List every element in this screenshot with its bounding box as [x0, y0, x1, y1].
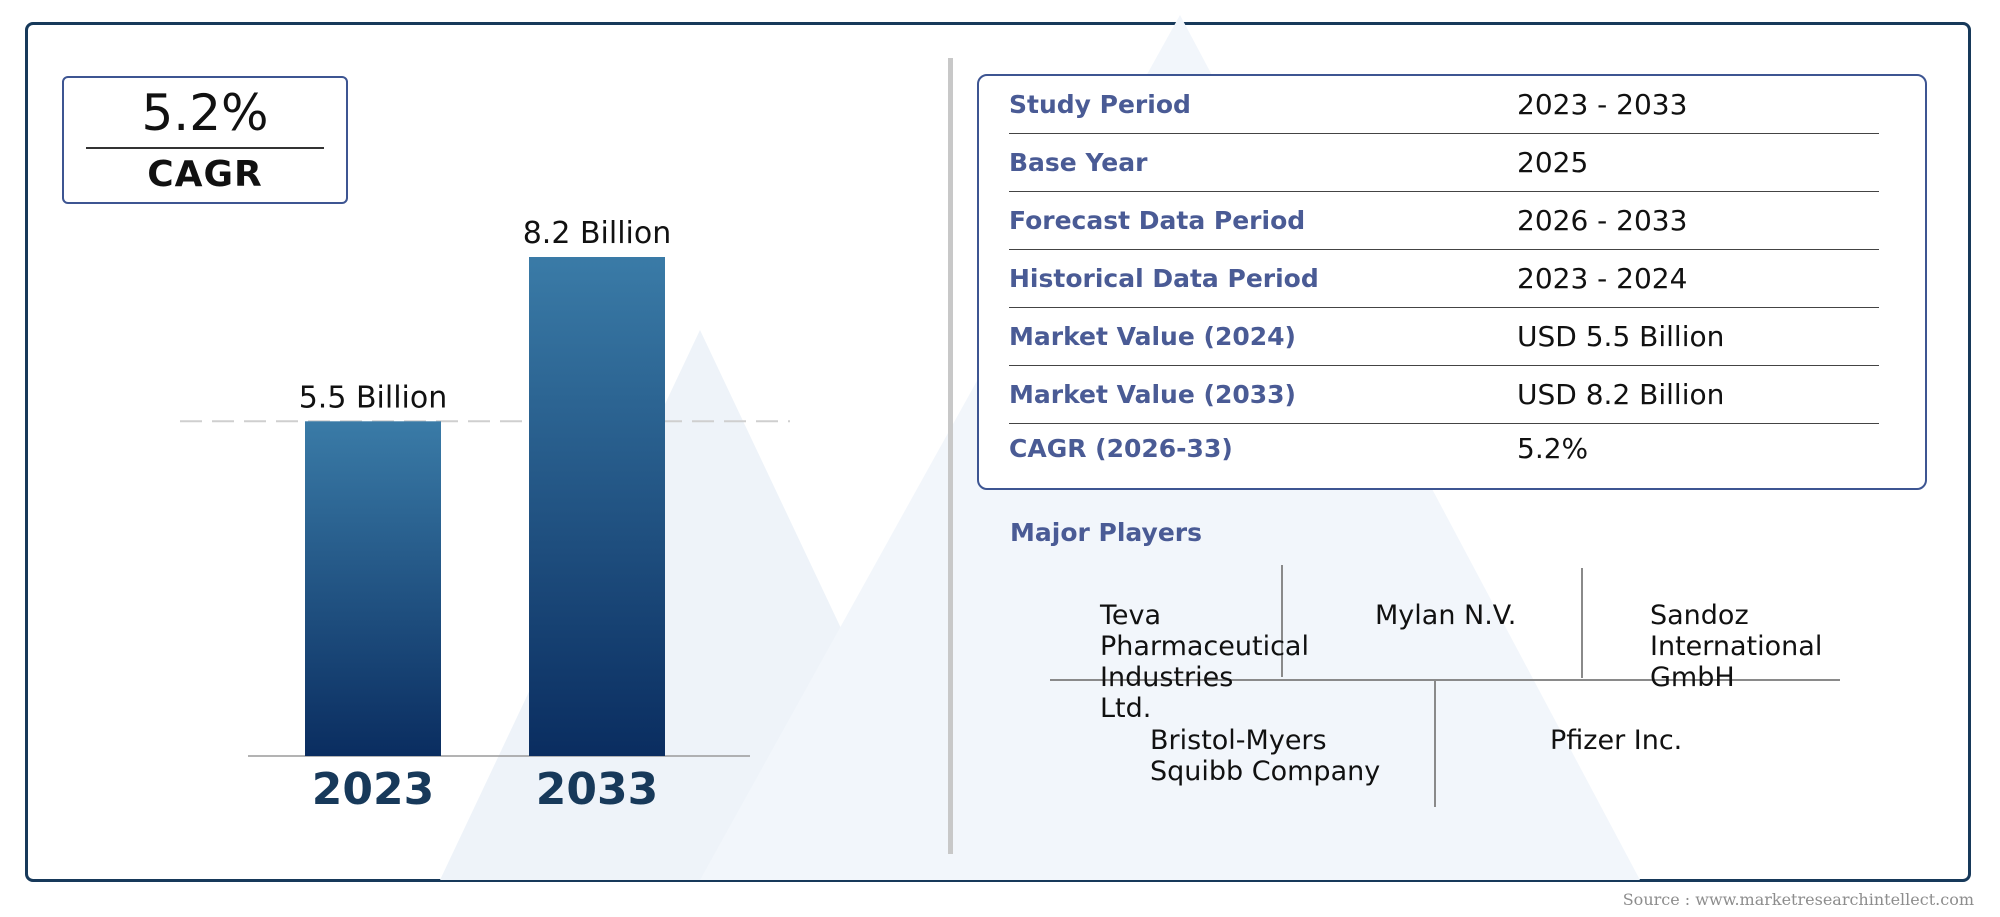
bar-value-label: 8.2 Billion: [523, 216, 672, 251]
player-divider: [1434, 681, 1436, 807]
row-value: USD 5.5 Billion: [1517, 320, 1725, 353]
market-summary-table: Study Period 2023 - 2033 Base Year 2025 …: [977, 74, 1927, 490]
table-row: Historical Data Period 2023 - 2024: [1009, 250, 1879, 308]
row-value: 2023 - 2024: [1517, 262, 1688, 295]
source-credit: Source : www.marketresearchintellect.com: [1622, 890, 1974, 909]
row-divider: [1009, 364, 1879, 366]
table-row: Base Year 2025: [1009, 134, 1879, 192]
player-name: Bristol-Myers Squibb Company: [1150, 725, 1381, 787]
category-label: 2023: [312, 764, 434, 815]
row-divider: [1009, 422, 1879, 424]
player-divider: [1281, 565, 1283, 677]
player-name: Teva Pharmaceutical Industries Ltd.: [1100, 600, 1309, 724]
bar-chart: 5.5 Billion 2023 8.2 Billion 2033: [180, 216, 790, 815]
row-label: CAGR (2026-33): [1009, 434, 1233, 463]
row-value: 5.2%: [1517, 432, 1589, 465]
cagr-card: 5.2% CAGR: [62, 76, 348, 204]
bar-value-label: 5.5 Billion: [299, 380, 448, 415]
table-row: Study Period 2023 - 2033: [1009, 76, 1879, 134]
cagr-value: 5.2%: [141, 84, 269, 142]
table-row: Forecast Data Period 2026 - 2033: [1009, 192, 1879, 250]
row-value: 2025: [1517, 146, 1589, 179]
row-label: Study Period: [1009, 90, 1191, 119]
player-name: Sandoz International GmbH: [1650, 600, 1823, 693]
bar-2033: [529, 257, 665, 756]
row-divider: [1009, 190, 1879, 192]
row-label: Market Value (2033): [1009, 380, 1296, 409]
row-divider: [1009, 248, 1879, 250]
row-divider: [1009, 306, 1879, 308]
row-label: Market Value (2024): [1009, 322, 1296, 351]
cagr-label: CAGR: [147, 154, 263, 195]
cagr-divider: [86, 147, 324, 149]
row-label: Forecast Data Period: [1009, 206, 1306, 235]
table-row: CAGR (2026-33) 5.2%: [1009, 420, 1879, 478]
section-divider: [948, 58, 953, 854]
category-label: 2033: [536, 764, 658, 815]
row-value: 2026 - 2033: [1517, 204, 1688, 237]
player-divider: [1050, 679, 1840, 681]
row-divider: [1009, 132, 1879, 134]
bar-2023: [305, 421, 441, 756]
table-row: Market Value (2033) USD 8.2 Billion: [1009, 366, 1879, 424]
row-label: Base Year: [1009, 148, 1148, 177]
player-name: Mylan N.V.: [1375, 600, 1517, 631]
player-name: Pfizer Inc.: [1550, 725, 1683, 756]
row-value: USD 8.2 Billion: [1517, 378, 1725, 411]
row-value: 2023 - 2033: [1517, 88, 1688, 121]
table-row: Market Value (2024) USD 5.5 Billion: [1009, 308, 1879, 366]
major-players-title: Major Players: [1010, 518, 1202, 547]
player-divider: [1581, 568, 1583, 678]
row-label: Historical Data Period: [1009, 264, 1319, 293]
